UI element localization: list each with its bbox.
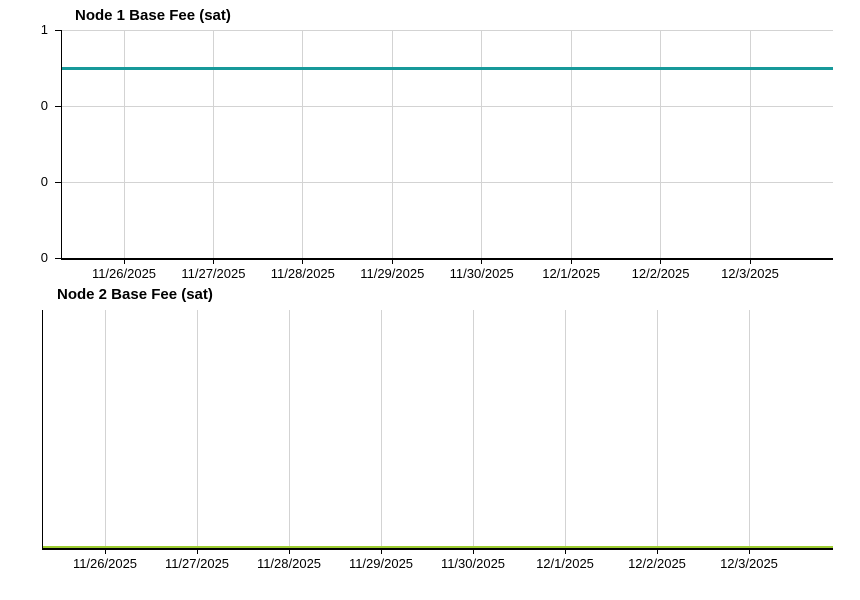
v-gridline	[570, 30, 572, 258]
x-axis-line	[61, 258, 833, 260]
v-gridline	[123, 30, 125, 258]
v-gridline	[302, 30, 304, 258]
x-tick-mark	[196, 548, 198, 554]
x-tick-label: 12/2/2025	[628, 556, 686, 571]
chart-title: Node 2 Base Fee (sat)	[57, 286, 213, 303]
x-tick-mark	[564, 548, 566, 554]
x-tick-label: 12/3/2025	[720, 556, 778, 571]
x-tick-mark	[212, 258, 214, 264]
x-tick-mark	[380, 548, 382, 554]
v-gridline	[212, 30, 214, 258]
y-axis-line	[61, 30, 62, 260]
x-tick-mark	[391, 258, 393, 264]
x-tick-label: 11/30/2025	[449, 266, 514, 281]
v-gridline	[481, 30, 483, 258]
v-gridline	[472, 310, 474, 548]
y-tick-label: 1	[40, 22, 48, 37]
v-gridline	[564, 310, 566, 548]
x-tick-label: 12/2/2025	[631, 266, 690, 281]
x-tick-label: 12/1/2025	[536, 556, 594, 571]
x-tick-label: 11/26/2025	[72, 556, 138, 571]
v-gridline	[288, 310, 290, 548]
x-tick-label: 11/27/2025	[181, 266, 246, 281]
x-tick-mark	[123, 258, 125, 264]
h-gridline	[62, 29, 833, 31]
x-tick-mark	[656, 548, 658, 554]
x-tick-mark	[302, 258, 304, 264]
v-gridline	[749, 30, 751, 258]
y-tick-mark	[55, 181, 62, 183]
x-tick-label: 11/28/2025	[256, 556, 322, 571]
v-gridline	[748, 310, 750, 548]
v-gridline	[380, 310, 382, 548]
x-tick-mark	[748, 548, 750, 554]
v-gridline	[196, 310, 198, 548]
x-tick-mark	[570, 258, 572, 264]
y-tick-label: 0	[40, 250, 48, 265]
x-tick-mark	[104, 548, 106, 554]
x-tick-mark	[749, 258, 751, 264]
v-gridline	[656, 310, 658, 548]
series-line-node-2-base-fee	[43, 546, 833, 548]
x-tick-mark	[288, 548, 290, 554]
x-tick-label: 11/30/2025	[440, 556, 506, 571]
x-tick-label: 11/27/2025	[164, 556, 230, 571]
x-tick-label: 11/26/2025	[91, 266, 157, 281]
x-tick-label: 11/29/2025	[348, 556, 414, 571]
series-line-node-1-base-fee	[62, 66, 833, 70]
v-gridline	[104, 310, 106, 548]
v-gridline	[660, 30, 662, 258]
chart-title: Node 1 Base Fee (sat)	[75, 7, 231, 24]
y-tick-mark	[55, 105, 62, 107]
x-tick-mark	[660, 258, 662, 264]
y-tick-label: 0	[40, 174, 48, 189]
v-gridline	[391, 30, 393, 258]
y-axis-line	[42, 310, 43, 550]
x-tick-mark	[481, 258, 483, 264]
x-tick-label: 11/29/2025	[360, 266, 425, 281]
h-gridline	[62, 105, 833, 107]
x-tick-label: 11/28/2025	[270, 266, 335, 281]
x-tick-label: 12/3/2025	[721, 266, 779, 281]
h-gridline	[62, 181, 833, 183]
x-axis-line	[42, 548, 833, 550]
y-tick-mark	[55, 29, 62, 31]
x-tick-mark	[472, 548, 474, 554]
y-tick-label: 0	[40, 98, 48, 113]
y-tick-mark	[55, 257, 62, 259]
x-tick-label: 12/1/2025	[542, 266, 601, 281]
